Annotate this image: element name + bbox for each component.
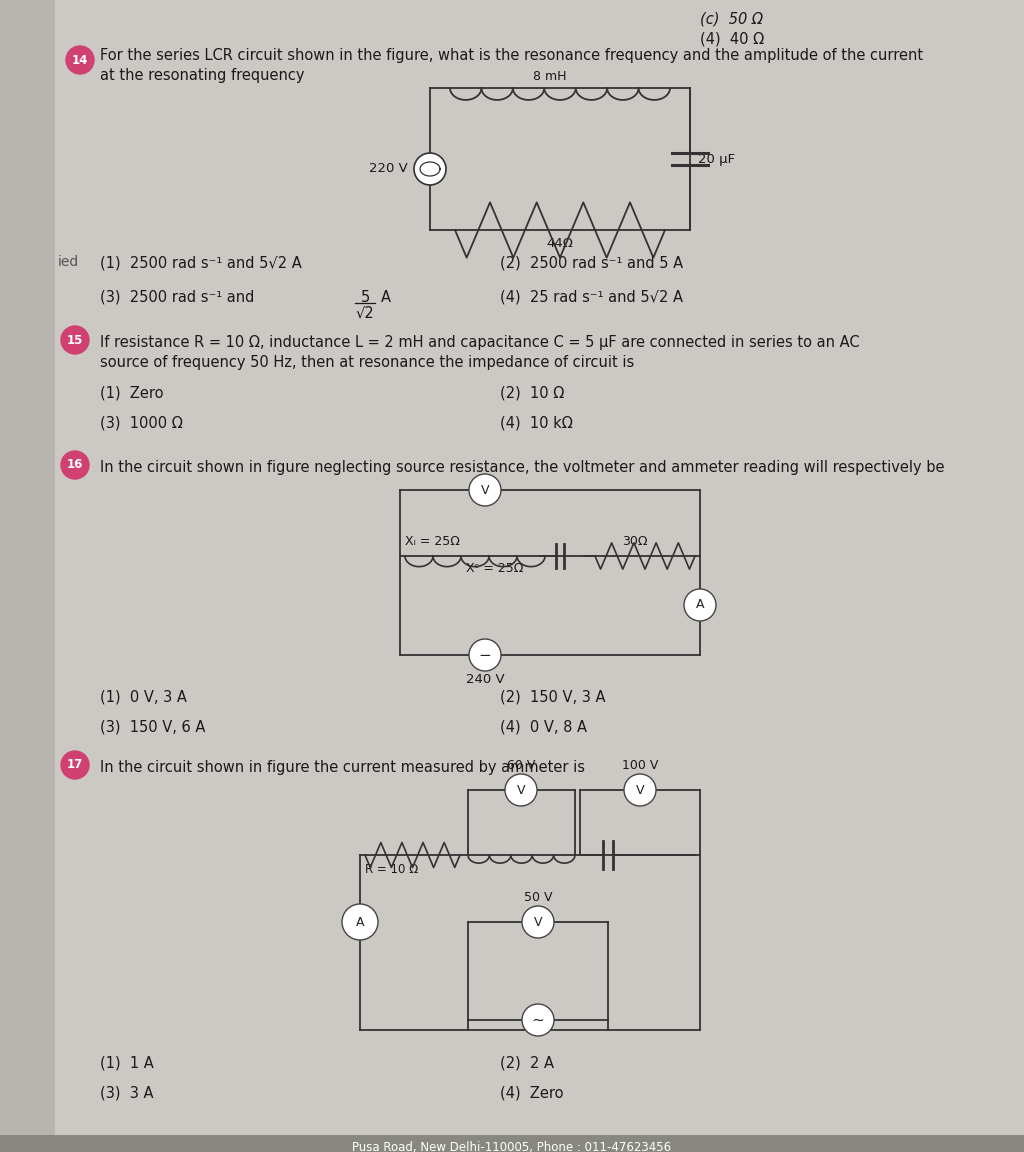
Text: (1)  0 V, 3 A: (1) 0 V, 3 A (100, 690, 186, 705)
Text: (2)  150 V, 3 A: (2) 150 V, 3 A (500, 690, 605, 705)
Text: 5: 5 (360, 290, 370, 305)
Text: 17: 17 (67, 758, 83, 772)
Circle shape (684, 589, 716, 621)
Circle shape (414, 153, 446, 185)
Text: V: V (480, 484, 489, 497)
Text: For the series LCR circuit shown in the figure, what is the resonance frequency : For the series LCR circuit shown in the … (100, 48, 923, 63)
Text: 14: 14 (72, 53, 88, 67)
Text: −: − (478, 647, 492, 662)
Text: (3)  2500 rad s⁻¹ and: (3) 2500 rad s⁻¹ and (100, 290, 254, 305)
Text: ∼: ∼ (531, 1013, 545, 1028)
Circle shape (522, 1005, 554, 1036)
Text: √2: √2 (355, 305, 375, 320)
Bar (0, 0, 55, 1152)
Text: (4)  0 V, 8 A: (4) 0 V, 8 A (500, 720, 587, 735)
Bar (0, 1135, 1024, 1152)
Circle shape (505, 774, 537, 806)
Circle shape (522, 905, 554, 938)
Text: (3)  1000 Ω: (3) 1000 Ω (100, 415, 182, 430)
Text: 220 V: 220 V (370, 162, 408, 175)
Text: (4)  Zero: (4) Zero (500, 1085, 563, 1100)
Text: (4)  25 rad s⁻¹ and 5√2 A: (4) 25 rad s⁻¹ and 5√2 A (500, 290, 683, 305)
Text: A: A (695, 599, 705, 612)
Text: (3)  150 V, 6 A: (3) 150 V, 6 A (100, 720, 206, 735)
Text: 16: 16 (67, 458, 83, 471)
Text: ied: ied (58, 255, 79, 270)
Text: 44Ω: 44Ω (547, 237, 573, 250)
Text: (2)  2500 rad s⁻¹ and 5 A: (2) 2500 rad s⁻¹ and 5 A (500, 255, 683, 270)
Text: 240 V: 240 V (466, 673, 504, 685)
Text: Pusa Road, New Delhi-110005, Phone : 011-47623456: Pusa Road, New Delhi-110005, Phone : 011… (352, 1142, 672, 1152)
Circle shape (61, 751, 89, 779)
Circle shape (61, 450, 89, 479)
Text: Xᶜ = 25Ω: Xᶜ = 25Ω (466, 562, 523, 575)
Text: (3)  3 A: (3) 3 A (100, 1085, 154, 1100)
Circle shape (61, 326, 89, 354)
Text: If resistance R = 10 Ω, inductance L = 2 mH and capacitance C = 5 μF are connect: If resistance R = 10 Ω, inductance L = 2… (100, 335, 859, 350)
Circle shape (469, 473, 501, 506)
Text: 20 μF: 20 μF (698, 152, 735, 166)
Text: at the resonating frequency: at the resonating frequency (100, 68, 304, 83)
Text: Xₗ = 25Ω: Xₗ = 25Ω (406, 535, 460, 548)
Text: (2)  10 Ω: (2) 10 Ω (500, 385, 564, 400)
Text: (4)  40 Ω: (4) 40 Ω (700, 32, 764, 47)
Text: 60 V: 60 V (507, 759, 536, 772)
Text: (1)  2500 rad s⁻¹ and 5√2 A: (1) 2500 rad s⁻¹ and 5√2 A (100, 255, 302, 270)
Text: 100 V: 100 V (622, 759, 658, 772)
Text: source of frequency 50 Hz, then at resonance the impedance of circuit is: source of frequency 50 Hz, then at reson… (100, 355, 634, 370)
Text: 50 V: 50 V (523, 890, 552, 904)
Text: In the circuit shown in figure the current measured by ammeter is: In the circuit shown in figure the curre… (100, 760, 585, 775)
Circle shape (66, 46, 94, 74)
Text: (4)  10 kΩ: (4) 10 kΩ (500, 415, 572, 430)
Text: A: A (355, 916, 365, 929)
Text: (2)  2 A: (2) 2 A (500, 1055, 554, 1070)
Text: V: V (534, 916, 543, 929)
Text: V: V (517, 783, 525, 796)
Text: In the circuit shown in figure neglecting source resistance, the voltmeter and a: In the circuit shown in figure neglectin… (100, 460, 944, 475)
Text: (1)  1 A: (1) 1 A (100, 1055, 154, 1070)
Text: V: V (636, 783, 644, 796)
Text: 8 mH: 8 mH (534, 70, 566, 83)
Circle shape (342, 904, 378, 940)
Text: 30Ω: 30Ω (623, 535, 648, 548)
Text: A: A (381, 290, 391, 305)
Circle shape (624, 774, 656, 806)
Text: (c)  50 Ω: (c) 50 Ω (700, 12, 763, 26)
Text: R = 10 Ω: R = 10 Ω (365, 863, 418, 876)
Text: (1)  Zero: (1) Zero (100, 385, 164, 400)
Circle shape (469, 639, 501, 670)
Text: 15: 15 (67, 333, 83, 347)
